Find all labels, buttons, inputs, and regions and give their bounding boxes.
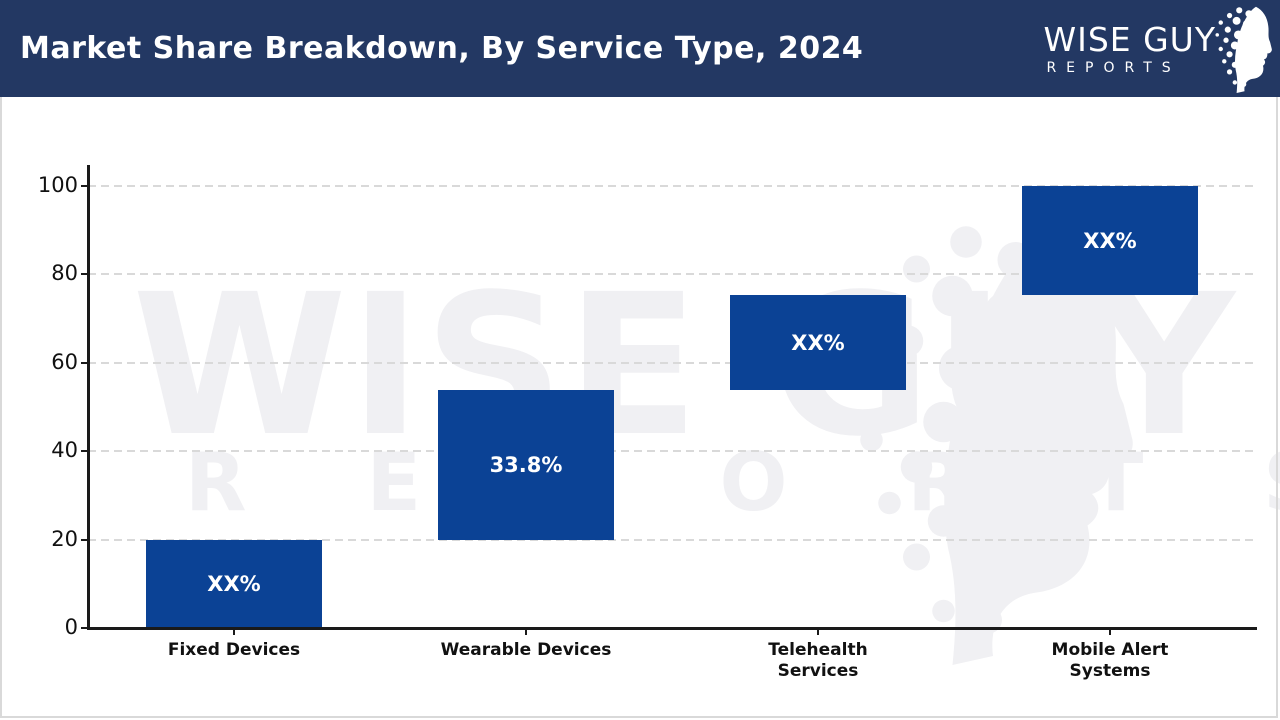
bar-value-label: XX% [791,330,845,355]
x-tick-label: Fixed Devices [167,640,301,660]
x-tick-label: Wearable Devices [440,640,612,660]
y-tick-label: 0 [64,615,78,639]
x-tick-label: Mobile Alert Systems [1051,640,1169,682]
x-tick [817,629,819,635]
y-tick-label: 40 [51,438,78,463]
gridline [88,538,1256,541]
brand-name: WISE GUY [1043,19,1216,59]
y-tick [81,273,87,276]
y-tick [81,185,87,187]
y-tick-label: 20 [51,526,78,551]
y-tick [81,361,87,364]
y-axis-line [87,165,90,630]
y-tick [81,538,87,541]
brand-face-icon [1215,6,1272,93]
y-tick [81,450,87,453]
gridline [88,185,1256,187]
header-bar: Market Share Breakdown, By Service Type,… [0,0,1280,97]
x-tick [1109,629,1111,635]
watermark-subtext: R E P O R T S [185,436,1280,529]
x-tick-label: Telehealth Services [768,640,868,682]
gridline [88,450,1256,453]
page-title: Market Share Breakdown, By Service Type,… [20,31,864,66]
x-axis-line [87,627,1257,630]
bar-value-label: XX% [1083,228,1137,253]
y-tick-label: 100 [37,173,78,197]
y-tick [81,627,87,629]
brand-logo-text: WISE GUY REPORTS [1043,23,1216,76]
x-tick [525,629,527,635]
y-tick-label: 80 [51,261,78,286]
gridline [88,361,1256,364]
bar: 33.8% [438,390,614,540]
watermark-text: WISE GUY [132,252,1237,479]
y-tick-label: 60 [51,349,78,374]
bar-value-label: 33.8% [489,452,563,477]
brand-logo: WISE GUY REPORTS [1043,4,1272,94]
bar: XX% [730,295,906,391]
gridline [88,273,1256,276]
x-tick [233,629,235,635]
brand-subtitle: REPORTS [1046,59,1181,76]
bar-value-label: XX% [207,571,261,596]
bar: XX% [1022,186,1198,296]
bar: XX% [146,539,322,628]
